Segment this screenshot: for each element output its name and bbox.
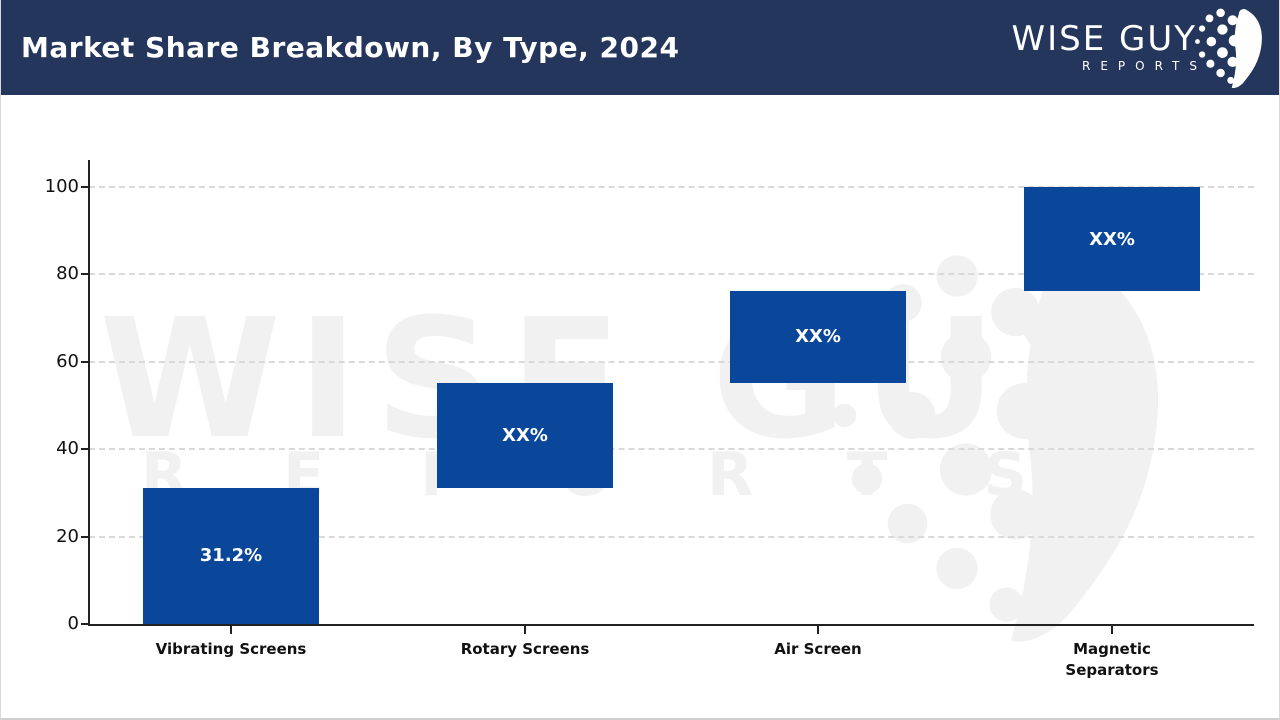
- bar-value-label: 31.2%: [199, 545, 263, 567]
- y-axis: [88, 160, 90, 626]
- logo-wordmark: WISE GUY: [1011, 18, 1197, 59]
- header-banner: Market Share Breakdown, By Type, 2024 WI…: [1, 0, 1279, 95]
- x-tick: [817, 626, 819, 634]
- x-tick: [1111, 626, 1113, 634]
- x-tick: [230, 626, 232, 634]
- y-gridline: [89, 273, 1254, 276]
- bar-value-label: XX%: [1089, 228, 1135, 250]
- x-category-label: Air Screen: [774, 640, 862, 658]
- bar-4: XX%: [1024, 187, 1200, 291]
- y-gridline: [89, 360, 1254, 363]
- bar-value-label: XX%: [795, 326, 841, 348]
- page-title: Market Share Breakdown, By Type, 2024: [21, 31, 680, 64]
- x-axis: [88, 624, 1254, 626]
- y-tick-label: 0: [67, 613, 79, 634]
- bar-1: 31.2%: [143, 487, 319, 624]
- y-gridline: [89, 448, 1254, 451]
- bar-2: XX%: [437, 382, 613, 488]
- y-tick: [81, 273, 89, 276]
- wise-guy-logo: WISE GUY REPORTS: [1011, 6, 1265, 90]
- logo-head-icon: [1195, 8, 1262, 88]
- x-category-label: Magnetic Separators: [1065, 640, 1159, 679]
- y-tick-label: 80: [56, 263, 79, 285]
- y-tick: [81, 623, 89, 625]
- y-gridline: [89, 535, 1254, 538]
- y-tick-label: 100: [44, 176, 79, 197]
- y-tick: [81, 448, 89, 451]
- x-category-label: Rotary Screens: [460, 640, 590, 658]
- x-tick: [524, 626, 526, 634]
- y-gridline: [89, 186, 1254, 188]
- y-tick-label: 60: [56, 350, 79, 372]
- bar-3: XX%: [730, 291, 906, 383]
- bar-value-label: XX%: [502, 424, 548, 446]
- y-tick-label: 20: [56, 525, 79, 547]
- y-tick: [81, 360, 89, 363]
- y-tick: [81, 186, 89, 188]
- y-tick: [81, 535, 89, 538]
- logo-subtitle: REPORTS: [1081, 59, 1207, 74]
- y-tick-label: 40: [56, 438, 79, 460]
- x-category-label: Vibrating Screens: [155, 640, 307, 658]
- chart-canvas: WISE GUY REPORTS 0 20 40 60 80 100 31.2% Vibrat…: [1, 95, 1279, 718]
- logo-text: WISE GUY REPORTS: [1011, 18, 1197, 73]
